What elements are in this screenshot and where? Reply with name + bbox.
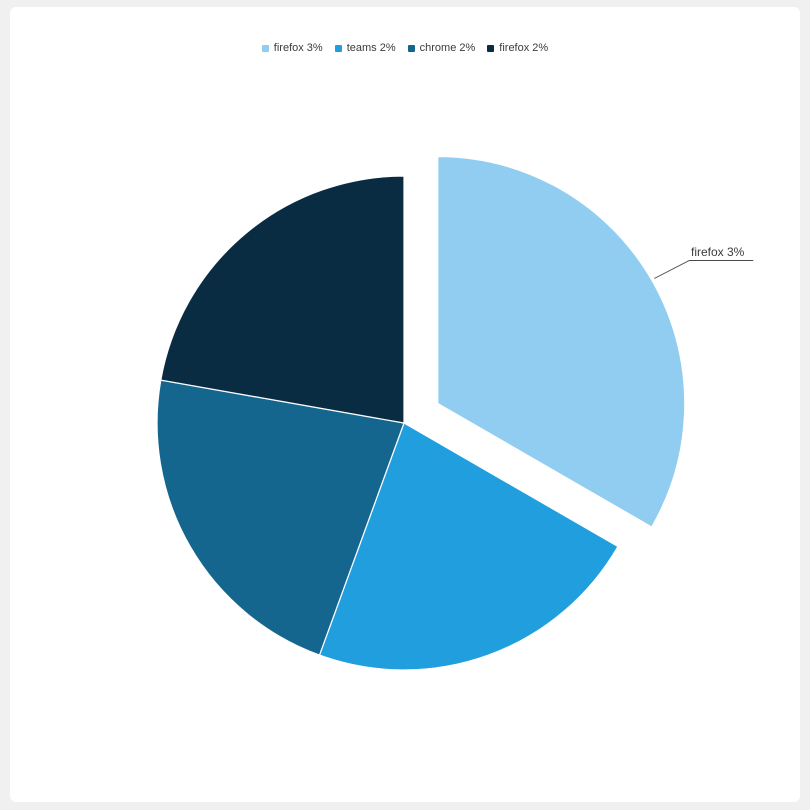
- legend: firefox 3% teams 2% chrome 2% firefox 2%: [0, 42, 810, 55]
- legend-item-teams-2pct[interactable]: teams 2%: [334, 42, 396, 55]
- pie-slice-chrome-2pct[interactable]: [156, 379, 405, 656]
- pie-slice-firefox-2pct[interactable]: [160, 175, 405, 424]
- legend-item-label: firefox 3%: [273, 42, 323, 54]
- legend-marker-icon: [261, 45, 269, 52]
- legend-item-chrome-2pct[interactable]: chrome 2%: [407, 42, 476, 55]
- callout-leader-line: [654, 260, 754, 279]
- legend-item-label: teams 2%: [346, 42, 396, 54]
- pie-slices-group: [156, 155, 686, 671]
- pie-slice-firefox-3pct[interactable]: [437, 155, 686, 528]
- legend-marker-icon: [487, 45, 495, 52]
- legend-item-firefox-3pct[interactable]: firefox 3%: [261, 42, 323, 55]
- legend-item-firefox-2pct[interactable]: firefox 2%: [487, 42, 548, 55]
- legend-marker-icon: [407, 45, 415, 52]
- legend-marker-icon: [334, 45, 342, 52]
- slice-callout-label: firefox 3%: [691, 245, 745, 259]
- pie-slice-teams-2pct[interactable]: [318, 422, 619, 671]
- legend-item-label: firefox 2%: [499, 42, 549, 54]
- legend-item-label: chrome 2%: [419, 42, 476, 54]
